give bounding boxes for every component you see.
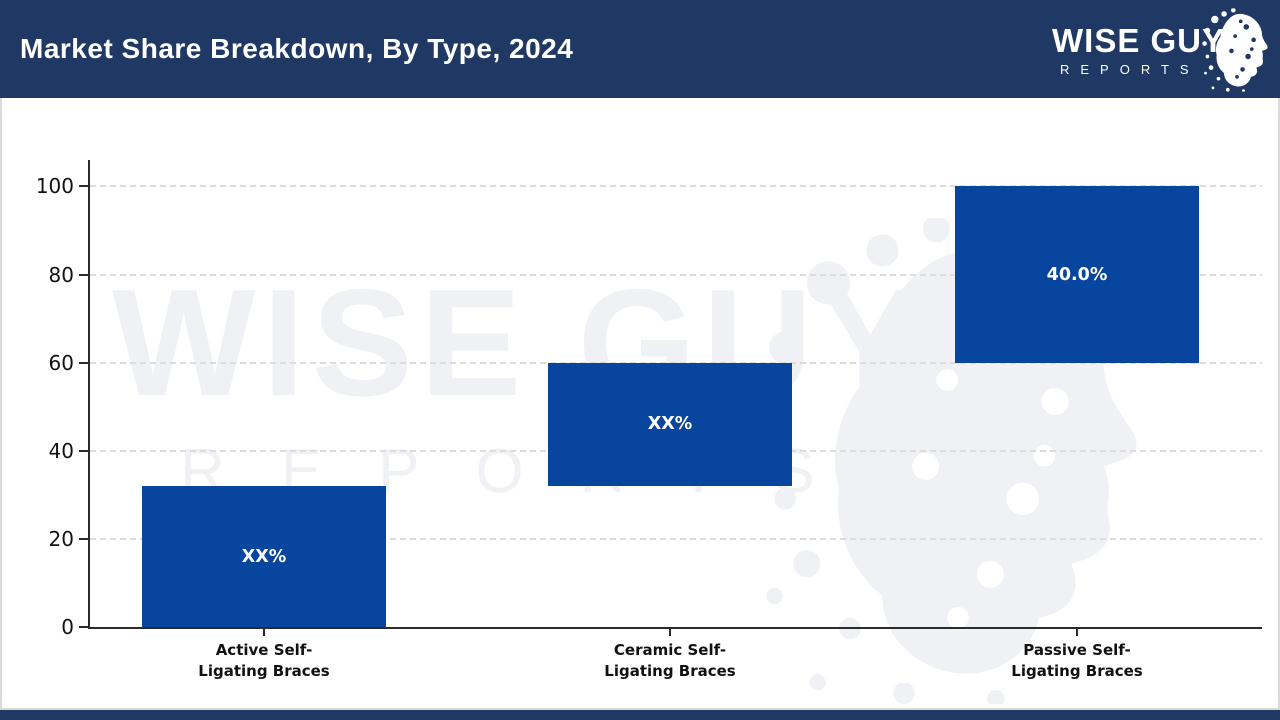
x-category-label: Passive Self- Ligating Braces [907, 640, 1247, 682]
bar-label: XX% [241, 546, 287, 567]
y-tick-mark [79, 185, 88, 188]
x-category-label-line: Passive Self- [1023, 641, 1131, 659]
plot-area: 0 20 40 60 80 100 XX% Active Self- Ligating Brac… [36, 160, 1262, 680]
x-tick-mark [1076, 629, 1078, 636]
y-tick-mark [79, 273, 88, 276]
logo-text-wise-guy: WISE GUY [1052, 22, 1226, 59]
header: Market Share Breakdown, By Type, 2024 WI… [0, 0, 1280, 98]
x-category-label: Active Self- Ligating Braces [94, 640, 434, 682]
chart-card-border [0, 98, 1280, 710]
y-tick-label: 100 [35, 174, 74, 199]
gridline [90, 185, 1262, 188]
y-tick-label: 40 [48, 438, 74, 463]
y-tick-label: 80 [48, 262, 74, 287]
bar-label: XX% [647, 414, 693, 435]
y-tick-mark [79, 361, 88, 364]
x-tick-mark [669, 629, 671, 636]
gridline [90, 537, 1262, 540]
bar [548, 362, 792, 486]
x-category-label-line: Ligating Braces [604, 662, 736, 680]
y-tick-label: 0 [61, 615, 74, 639]
page-title: Market Share Breakdown, By Type, 2024 [20, 33, 574, 64]
x-category-label-line: Ligating Braces [198, 662, 330, 680]
bar-label: 40.0% [1046, 264, 1108, 285]
y-tick-mark [79, 449, 88, 452]
bar [142, 486, 386, 627]
x-category-label-line: Ceramic Self- [613, 641, 727, 659]
wise-guy-reports-logo: WISE GUY REPORTS [1020, 8, 1270, 92]
y-tick-label: 60 [48, 350, 74, 375]
y-tick-mark [79, 626, 88, 628]
logo-text-reports: REPORTS [1060, 62, 1200, 77]
x-tick-mark [263, 629, 265, 636]
dotted-face-icon [1200, 8, 1274, 92]
footer-bar [0, 710, 1280, 720]
bar [955, 186, 1199, 363]
x-category-label-line: Active Self- [215, 641, 313, 659]
y-tick-label: 20 [48, 526, 74, 551]
x-category-label-line: Ligating Braces [1011, 662, 1143, 680]
y-tick-mark [79, 537, 88, 540]
gridline [90, 273, 1262, 276]
x-category-label: Ceramic Self- Ligating Braces [500, 640, 840, 682]
